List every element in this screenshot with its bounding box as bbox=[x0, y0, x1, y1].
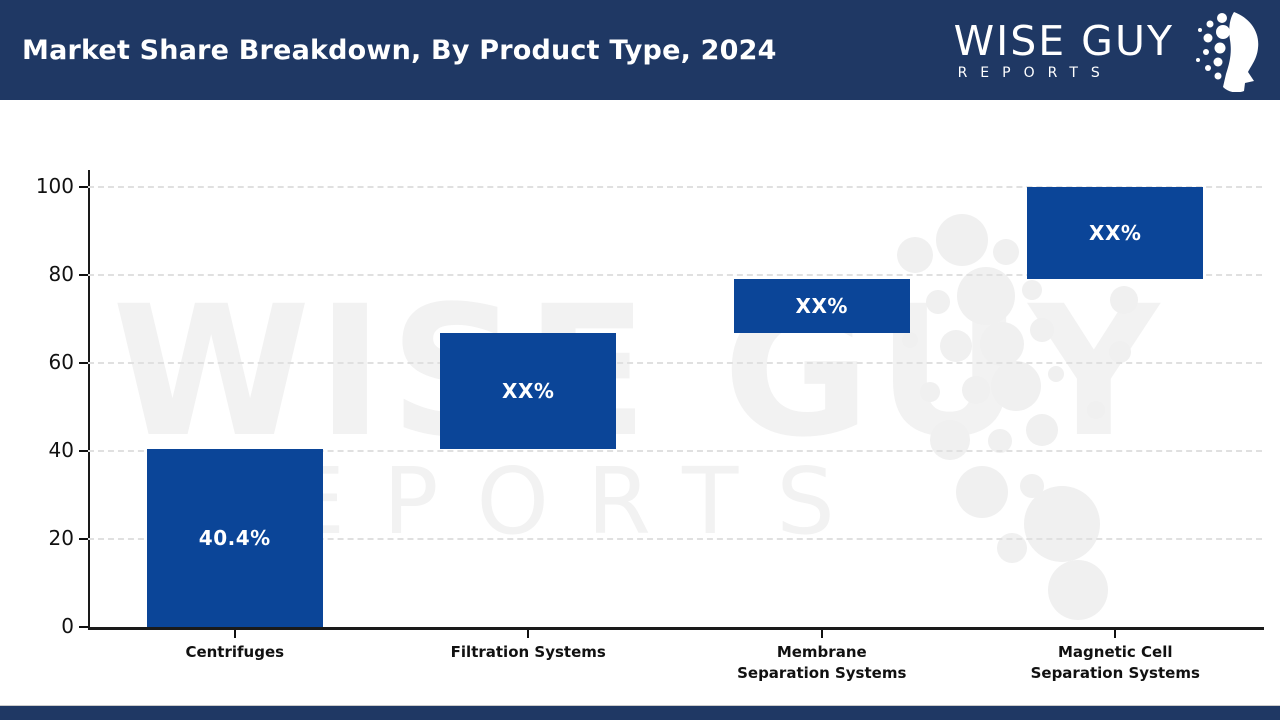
bar-value-label: XX% bbox=[1089, 220, 1142, 245]
y-tick-mark bbox=[79, 274, 88, 276]
bar-value-label: XX% bbox=[502, 378, 555, 403]
bar: 40.4% bbox=[146, 449, 323, 627]
y-axis-tick-label: 0 bbox=[61, 614, 74, 638]
x-axis-category-label: Magnetic Cell Separation Systems bbox=[1030, 643, 1200, 682]
gridline bbox=[88, 362, 1262, 364]
wiseguy-head-icon bbox=[1196, 12, 1259, 92]
gridline bbox=[88, 186, 1262, 188]
header-banner: Market Share Breakdown, By Product Type,… bbox=[0, 0, 1280, 100]
footer-band bbox=[0, 705, 1280, 720]
brand-logo: WISE GUY REPORTS bbox=[954, 8, 1264, 92]
bar-value-label: 40.4% bbox=[198, 526, 271, 551]
x-tick-mark bbox=[527, 630, 530, 638]
y-tick-mark bbox=[79, 626, 88, 628]
y-axis-tick-label: 100 bbox=[35, 174, 74, 198]
y-tick-mark bbox=[79, 362, 88, 364]
x-tick-mark bbox=[233, 630, 236, 638]
bar: XX% bbox=[440, 332, 617, 450]
x-axis-category-label: Centrifuges bbox=[185, 643, 285, 661]
x-axis-category-label: Membrane Separation Systems bbox=[737, 643, 907, 682]
brand-logo-text: WISE GUY REPORTS bbox=[954, 20, 1174, 81]
y-tick-mark bbox=[79, 450, 88, 452]
gridline bbox=[88, 450, 1262, 452]
y-axis-tick-label: 40 bbox=[48, 438, 74, 462]
y-axis-tick-label: 60 bbox=[48, 350, 74, 374]
y-tick-mark bbox=[79, 186, 88, 188]
gridline bbox=[88, 274, 1262, 276]
x-axis-category-label: Filtration Systems bbox=[450, 643, 606, 661]
bar: XX% bbox=[733, 278, 910, 333]
y-tick-mark bbox=[79, 538, 88, 540]
y-axis-tick-label: 80 bbox=[48, 262, 74, 286]
y-axis-tick-label: 20 bbox=[48, 526, 74, 550]
brand-name: WISE GUY bbox=[953, 16, 1174, 65]
bar-value-label: XX% bbox=[795, 293, 848, 318]
x-tick-mark bbox=[820, 630, 823, 638]
chart-title: Market Share Breakdown, By Product Type,… bbox=[22, 34, 777, 66]
plot-area bbox=[88, 170, 1264, 630]
x-tick-mark bbox=[1114, 630, 1117, 638]
brand-subtitle: REPORTS bbox=[957, 64, 1113, 81]
gridline bbox=[88, 538, 1262, 540]
bar: XX% bbox=[1027, 187, 1204, 279]
